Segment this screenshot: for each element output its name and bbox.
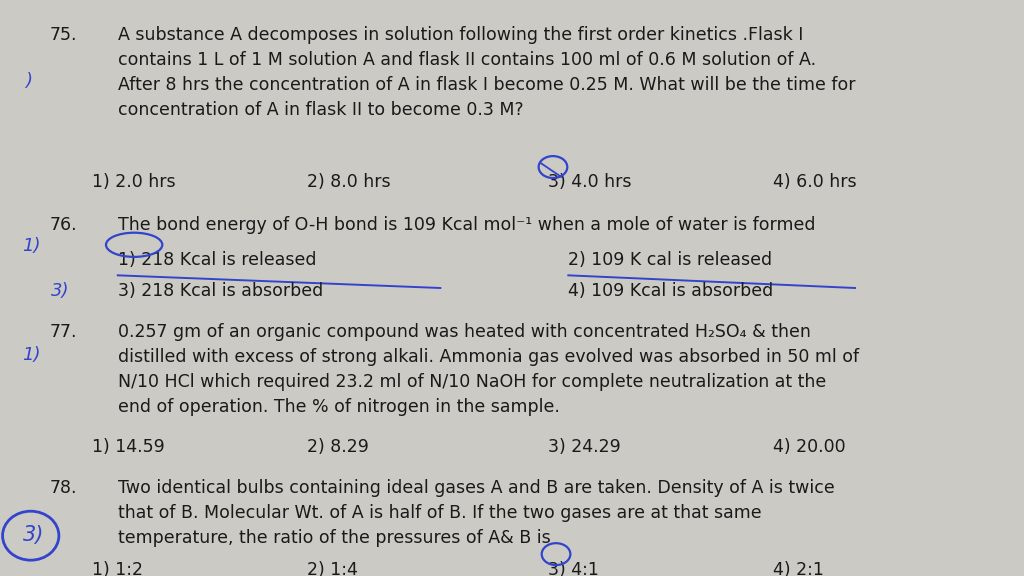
Text: 3) 4:1: 3) 4:1 (548, 561, 599, 576)
Text: 1) 14.59: 1) 14.59 (92, 438, 165, 456)
Text: 4) 20.00: 4) 20.00 (773, 438, 846, 456)
Text: 76.: 76. (49, 216, 77, 234)
Text: 1): 1) (23, 346, 41, 363)
Text: ): ) (26, 72, 33, 90)
Text: 4) 109 Kcal is absorbed: 4) 109 Kcal is absorbed (568, 282, 773, 300)
Text: 3): 3) (51, 282, 70, 300)
Text: 3) 4.0 hrs: 3) 4.0 hrs (548, 173, 632, 191)
Text: 4) 2:1: 4) 2:1 (773, 561, 824, 576)
Text: 2) 8.0 hrs: 2) 8.0 hrs (307, 173, 391, 191)
Text: 2) 8.29: 2) 8.29 (307, 438, 369, 456)
Text: Two identical bulbs containing ideal gases A and B are taken. Density of A is tw: Two identical bulbs containing ideal gas… (118, 479, 835, 547)
Text: 3) 24.29: 3) 24.29 (548, 438, 621, 456)
Text: 2) 1:4: 2) 1:4 (307, 561, 358, 576)
Text: The bond energy of O-H bond is 109 Kcal mol⁻¹ when a mole of water is formed: The bond energy of O-H bond is 109 Kcal … (118, 216, 815, 234)
Text: 1) 2.0 hrs: 1) 2.0 hrs (92, 173, 176, 191)
Text: 3) 218 Kcal is absorbed: 3) 218 Kcal is absorbed (118, 282, 323, 300)
Text: 77.: 77. (49, 323, 77, 340)
Text: 1): 1) (23, 237, 41, 255)
Text: 1) 1:2: 1) 1:2 (92, 561, 143, 576)
Text: 3): 3) (23, 525, 44, 545)
Text: 0.257 gm of an organic compound was heated with concentrated H₂SO₄ & then
distil: 0.257 gm of an organic compound was heat… (118, 323, 859, 415)
Text: 78.: 78. (49, 479, 77, 497)
Text: 1) 218 Kcal is released: 1) 218 Kcal is released (118, 251, 316, 268)
Text: A substance A decomposes in solution following the first order kinetics .Flask I: A substance A decomposes in solution fol… (118, 26, 855, 119)
Text: 4) 6.0 hrs: 4) 6.0 hrs (773, 173, 857, 191)
Text: 75.: 75. (49, 26, 77, 44)
Text: 2) 109 K cal is released: 2) 109 K cal is released (568, 251, 772, 268)
